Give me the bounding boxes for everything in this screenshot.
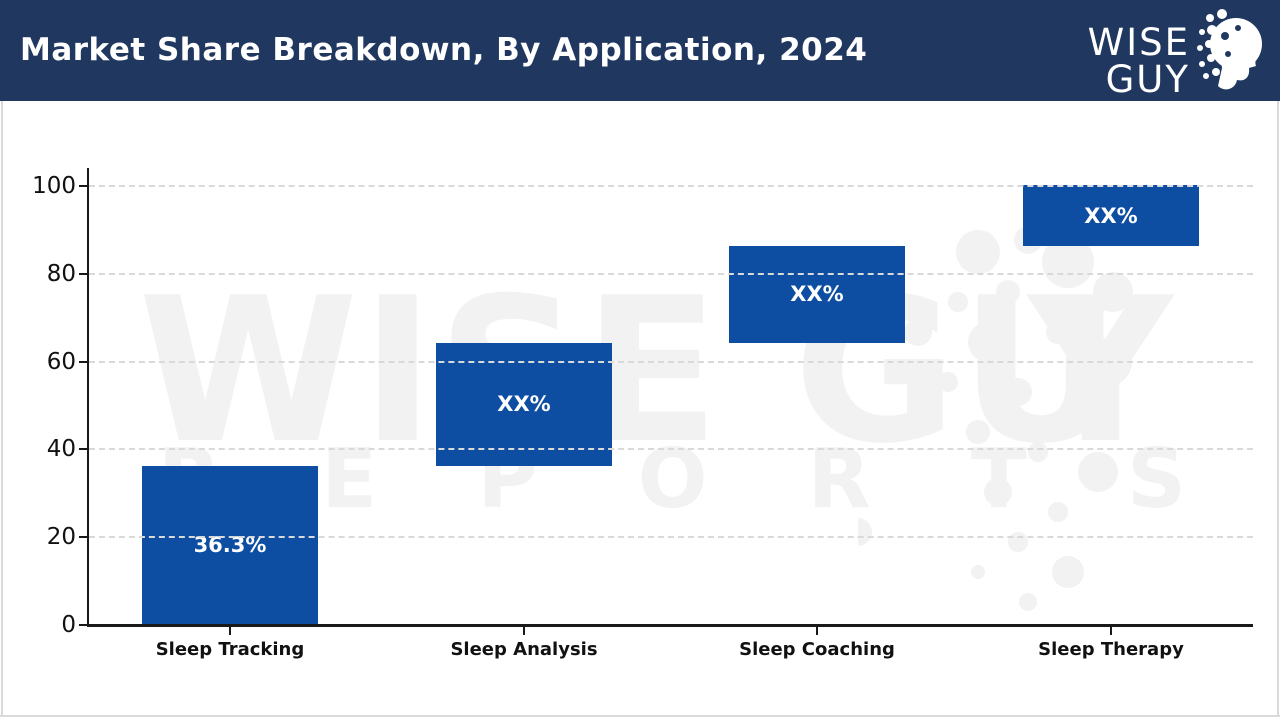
gridline-40 bbox=[89, 448, 1253, 451]
gridline-100 bbox=[89, 185, 1253, 187]
x-tick-label-2: Sleep Coaching bbox=[739, 639, 895, 660]
bar-value-label: XX% bbox=[1084, 203, 1138, 228]
y-tick-80 bbox=[79, 272, 88, 275]
y-tick-label-60: 60 bbox=[46, 348, 76, 375]
brand-name: WISE GUY bbox=[1087, 21, 1190, 101]
y-axis-line bbox=[87, 168, 89, 627]
bar-sleep-coaching: XX% bbox=[729, 246, 905, 343]
x-tick-2 bbox=[816, 627, 818, 635]
gridline-60 bbox=[89, 360, 1253, 363]
frame-bottom bbox=[0, 715, 1280, 717]
bar-sleep-therapy: XX% bbox=[1023, 185, 1199, 247]
frame-left bbox=[1, 101, 3, 717]
y-tick-60 bbox=[79, 360, 88, 363]
y-tick-40 bbox=[79, 448, 88, 451]
brand-logo-text: WISE GUY REPORTS bbox=[1012, 24, 1190, 116]
watermark-reports-text: R E P O R T S bbox=[158, 432, 1233, 527]
y-tick-label-0: 0 bbox=[61, 612, 76, 638]
bar-sleep-tracking: 36.3% bbox=[142, 465, 318, 625]
x-axis-line bbox=[87, 624, 1253, 627]
y-tick-label-80: 80 bbox=[46, 260, 76, 287]
y-tick-100 bbox=[79, 185, 88, 187]
x-tick-label-0: Sleep Tracking bbox=[155, 639, 305, 660]
x-tick-3 bbox=[1110, 627, 1112, 635]
frame-right bbox=[1277, 101, 1279, 717]
x-tick-0 bbox=[229, 627, 231, 635]
page-title: Market Share Breakdown, By Application, … bbox=[20, 32, 868, 68]
x-tick-label-3: Sleep Therapy bbox=[1038, 639, 1184, 660]
x-tick-1 bbox=[523, 627, 525, 635]
y-tick-label-100: 100 bbox=[32, 173, 76, 199]
y-tick-20 bbox=[79, 536, 88, 539]
brand-subname: REPORTS bbox=[1051, 101, 1188, 116]
x-tick-label-1: Sleep Analysis bbox=[450, 639, 598, 660]
y-tick-label-40: 40 bbox=[46, 436, 76, 463]
brand-logo: WISE GUY REPORTS bbox=[1012, 0, 1262, 116]
y-tick-0 bbox=[79, 624, 88, 626]
bar-value-label: XX% bbox=[497, 392, 551, 417]
y-tick-label-20: 20 bbox=[46, 524, 76, 551]
bar-value-label: XX% bbox=[790, 282, 844, 307]
header-bar: Market Share Breakdown, By Application, … bbox=[0, 0, 1280, 116]
gridline-20 bbox=[89, 536, 1253, 539]
bar-sleep-analysis: XX% bbox=[436, 342, 612, 466]
brand-head-icon bbox=[1197, 9, 1262, 90]
gridline-80 bbox=[89, 272, 1253, 275]
